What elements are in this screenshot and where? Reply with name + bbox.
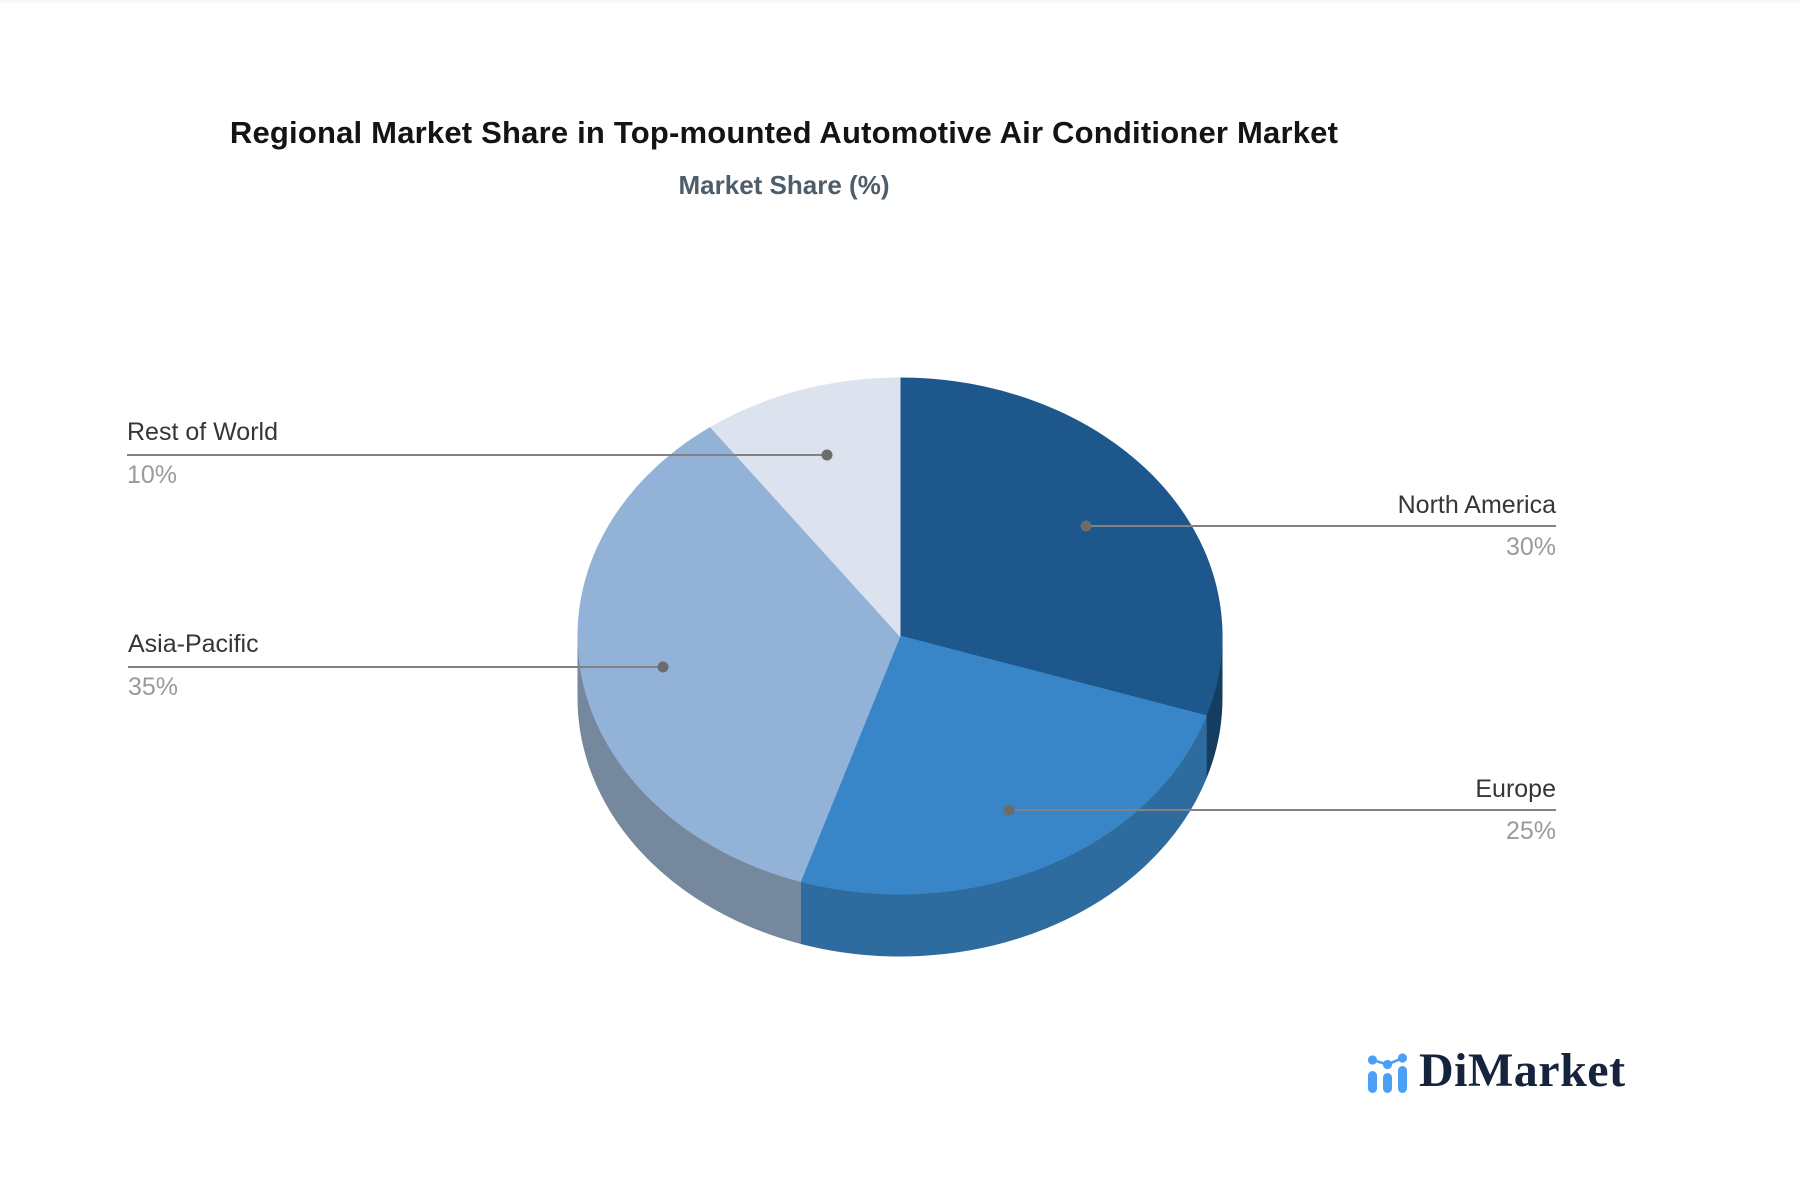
slice-label-north-america: North America: [1397, 491, 1556, 519]
callout-dot-north-america: [1080, 520, 1092, 532]
slice-label-asia-pacific: Asia-Pacific: [128, 630, 259, 658]
pie-3d-chart: [127, 377, 1556, 957]
slice-label-europe: Europe: [1475, 775, 1556, 803]
callout-dot-asia-pacific: [657, 661, 669, 673]
pie-slice-rest-of-world: [709, 377, 901, 638]
slice-value-europe: 25%: [1505, 817, 1556, 845]
brand-name: DiMarket: [1419, 1044, 1626, 1097]
slice-value-asia-pacific: 35%: [128, 673, 179, 701]
slice-label-rest-of-world: Rest of World: [127, 418, 278, 446]
pie-slice-asia-pacific: [577, 426, 901, 882]
chart-subtitle: Market Share (%): [678, 170, 890, 200]
callout-dot-europe: [1003, 804, 1015, 816]
slice-value-north-america: 30%: [1505, 533, 1556, 561]
chart-title: Regional Market Share in Top-mounted Aut…: [229, 115, 1339, 150]
slice-value-rest-of-world: 10%: [127, 461, 178, 489]
pie-slice-north-america: [899, 377, 1223, 717]
pie-slice-europe: [799, 635, 1207, 895]
brand-logo: DiMarket: [1365, 1047, 1626, 1096]
callout-dot-rest-of-world: [821, 449, 833, 461]
bar-chart-line-icon: [1367, 1053, 1408, 1093]
